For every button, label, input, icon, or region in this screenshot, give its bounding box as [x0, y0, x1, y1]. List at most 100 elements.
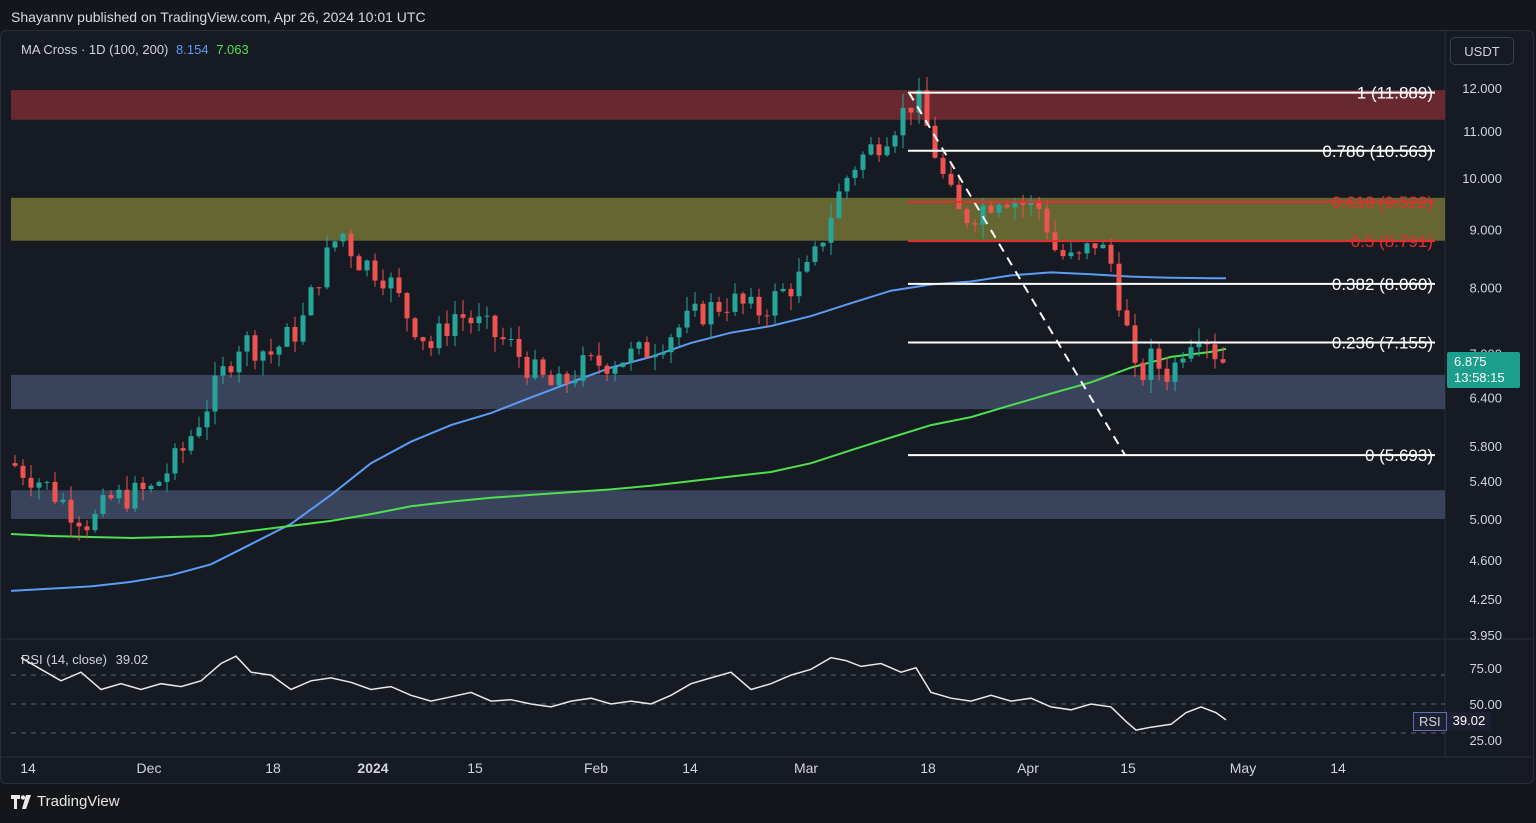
- candle-body: [500, 337, 506, 340]
- candle-body: [1140, 362, 1146, 381]
- candle-body: [676, 327, 682, 338]
- candle-body: [1004, 204, 1010, 208]
- candle-body: [788, 288, 794, 297]
- last-price: 6.875: [1454, 354, 1487, 369]
- candle-body: [836, 191, 842, 219]
- candle-body: [284, 326, 290, 347]
- candle-body: [204, 411, 210, 428]
- candle-body: [116, 489, 122, 499]
- ma200-line: [10, 347, 1227, 540]
- top-bar: Shayannv published on TradingView.com, A…: [0, 0, 1536, 32]
- candle-body: [844, 177, 850, 192]
- candle-body: [588, 355, 594, 357]
- candle-body: [740, 293, 746, 304]
- candle-body: [1084, 243, 1090, 254]
- candle-body: [820, 242, 826, 247]
- candle-body: [324, 247, 330, 288]
- indicator-legend: MA Cross · 1D (100, 200) 8.154 7.063: [21, 42, 249, 57]
- candle-body: [52, 481, 58, 502]
- candle-body: [492, 315, 498, 338]
- candle-body: [68, 499, 74, 523]
- rsi-tag-label: RSI: [1413, 712, 1447, 731]
- candle-body: [452, 314, 458, 336]
- candle-body: [1020, 202, 1026, 205]
- candle-body: [76, 522, 82, 527]
- chart-frame[interactable]: 1 (11.889) 0.786 (10.563) 0.618 (9.522) 0.5…: [0, 30, 1534, 784]
- candle-body: [1036, 200, 1042, 209]
- candle-body: [92, 513, 98, 531]
- candle-body: [180, 448, 186, 451]
- price-tick: 11.000: [1463, 124, 1502, 139]
- candle-body: [692, 303, 698, 311]
- candle-body: [476, 316, 482, 324]
- time-tick: May: [1230, 760, 1256, 776]
- candle-body: [732, 293, 738, 312]
- candle-body: [988, 205, 994, 213]
- candle-body: [636, 342, 642, 349]
- candle-body: [924, 90, 930, 126]
- candle-body: [148, 485, 154, 490]
- currency-button[interactable]: USDT: [1450, 37, 1514, 65]
- candle-body: [708, 301, 714, 325]
- candle-body: [20, 465, 26, 478]
- price-tick: 9.000: [1469, 223, 1502, 238]
- price-tick: 5.400: [1469, 474, 1502, 489]
- fib-level-label: 0 (5.693): [1365, 446, 1433, 465]
- rsi-label: RSI (14, close): [21, 652, 107, 667]
- candle-body: [244, 335, 250, 352]
- candle-body: [156, 481, 162, 486]
- rsi-value: 39.02: [115, 652, 149, 667]
- candle-body: [1068, 252, 1074, 257]
- footer-brand[interactable]: TradingView: [11, 793, 120, 810]
- candle-body: [292, 326, 298, 342]
- fib-level-label: 1 (11.889): [1357, 84, 1433, 103]
- candle-body: [164, 473, 170, 482]
- price-tick: 5.800: [1469, 439, 1502, 454]
- candle-body: [380, 280, 386, 289]
- candle-body: [1196, 342, 1202, 348]
- candle-body: [748, 296, 754, 304]
- time-tick: 18: [920, 760, 936, 776]
- candle-body: [724, 311, 730, 313]
- candle-body: [460, 314, 466, 318]
- candle-body: [964, 209, 970, 224]
- candle-body: [1172, 362, 1178, 382]
- candle-body: [308, 287, 314, 316]
- candle-body: [332, 241, 338, 248]
- candle-body: [84, 526, 90, 531]
- candle-body: [876, 144, 882, 156]
- candle-body: [756, 296, 762, 316]
- candle-body: [884, 146, 890, 156]
- candle-body: [660, 352, 666, 355]
- candle-body: [1188, 347, 1194, 359]
- price-chart[interactable]: 1 (11.889) 0.786 (10.563) 0.618 (9.522) 0.5…: [1, 31, 1533, 783]
- candle-body: [300, 315, 306, 342]
- rsi-line: [20, 655, 1227, 731]
- candle-body: [404, 293, 410, 319]
- candle-body: [540, 359, 546, 375]
- tradingview-logo-icon: [11, 794, 31, 809]
- candle-body: [940, 157, 946, 174]
- candle-body: [1060, 250, 1066, 257]
- candle-body: [212, 375, 218, 412]
- candle-body: [396, 277, 402, 294]
- candle-body: [596, 355, 602, 366]
- candle-body: [772, 291, 778, 316]
- candle-body: [716, 301, 722, 312]
- candle-body: [612, 366, 618, 374]
- candle-body: [580, 355, 586, 381]
- candle-body: [412, 318, 418, 338]
- candle-body: [900, 107, 906, 136]
- candle-body: [700, 303, 706, 325]
- candle-body: [1012, 202, 1018, 208]
- time-tick: 14: [1330, 760, 1346, 776]
- candle-body: [252, 335, 258, 361]
- time-tick: 14: [682, 760, 698, 776]
- rsi-tick: 75.00: [1469, 661, 1502, 676]
- candle-body: [260, 351, 266, 361]
- candle-body: [980, 205, 986, 225]
- candle-body: [444, 323, 450, 336]
- candle-body: [108, 495, 114, 499]
- candle-body: [764, 315, 770, 317]
- candle-body: [436, 323, 442, 349]
